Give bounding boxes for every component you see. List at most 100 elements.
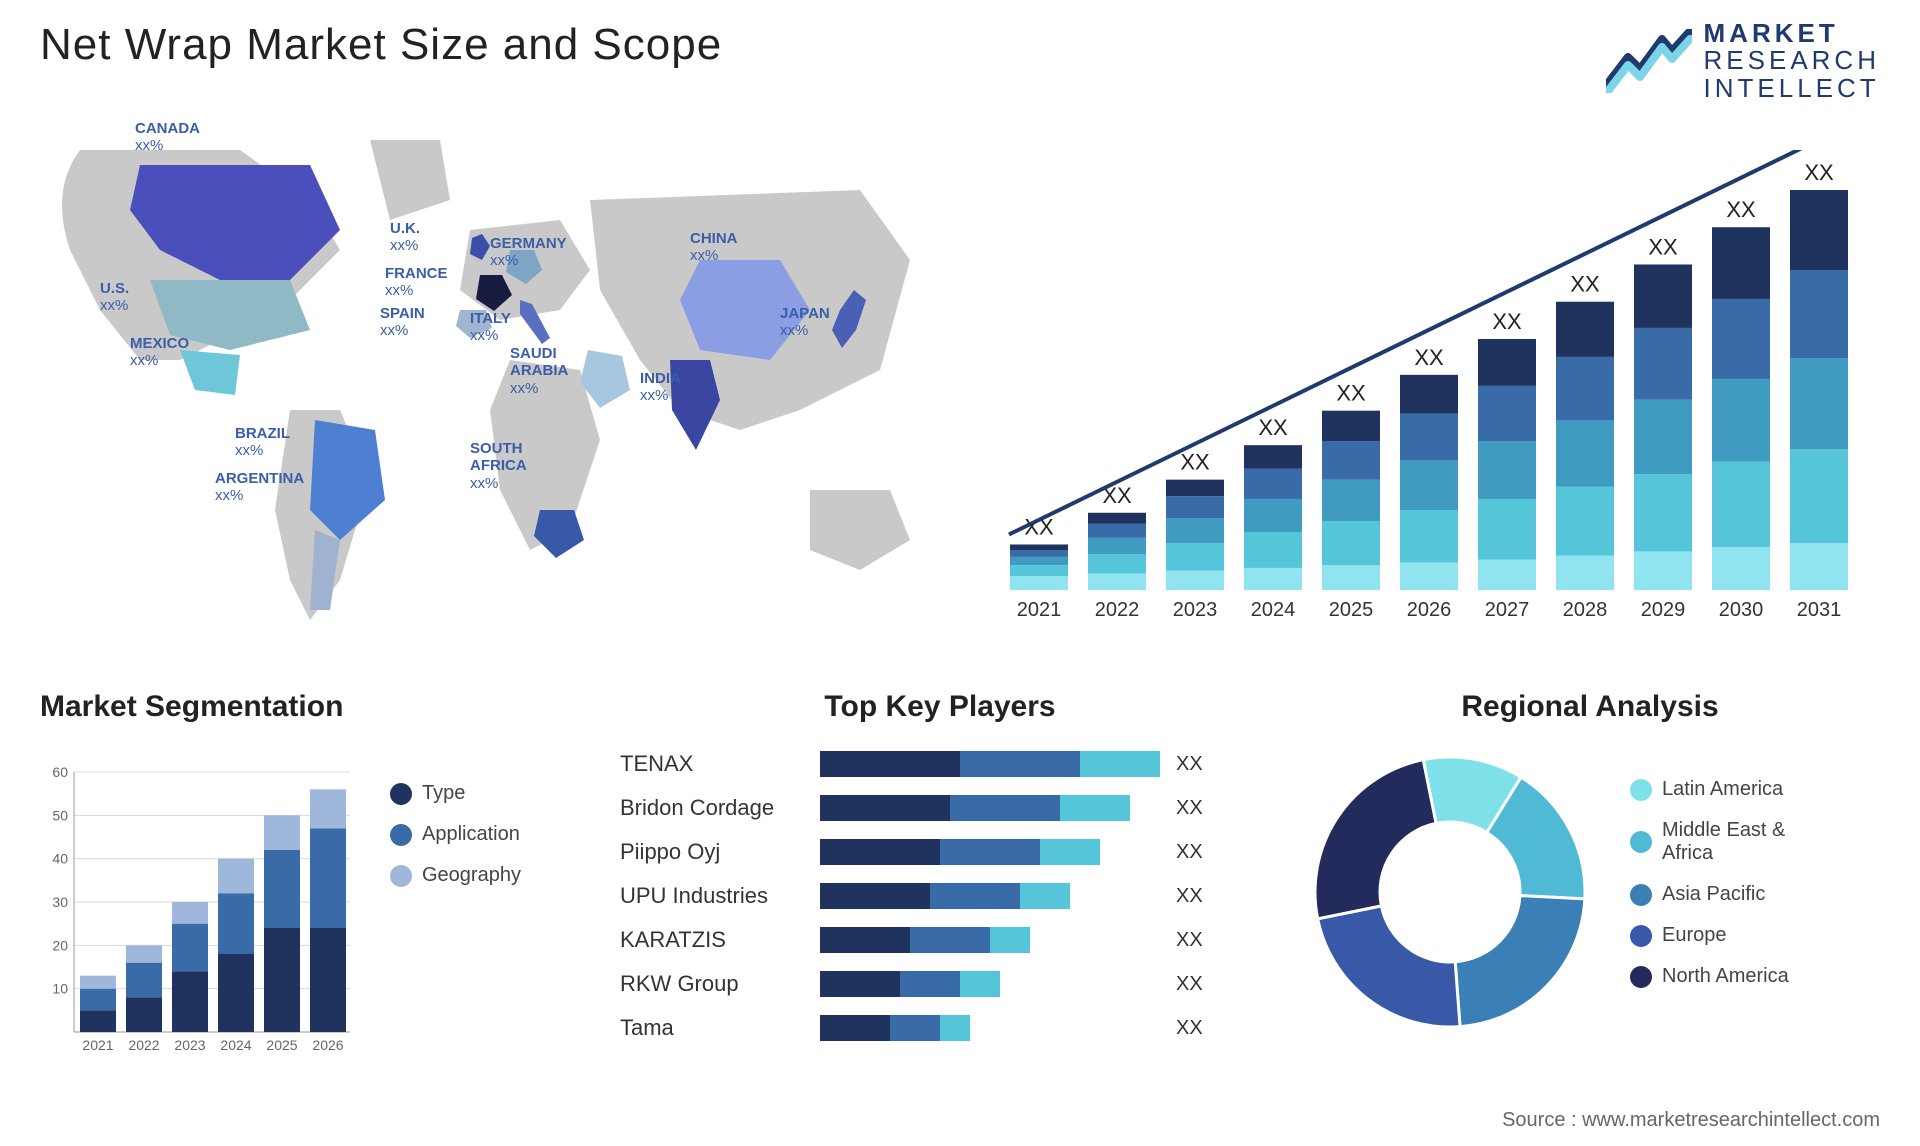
seg-bar-seg xyxy=(264,815,300,850)
seg-ytick: 50 xyxy=(52,807,68,823)
player-row: TENAX XX xyxy=(620,742,1260,786)
map-label: JAPANxx% xyxy=(780,305,830,340)
growth-bar-seg xyxy=(1790,358,1848,449)
growth-bar-seg xyxy=(1244,568,1302,590)
regional-legend-item: North America xyxy=(1630,965,1789,988)
player-name: Piippo Oyj xyxy=(620,839,820,865)
growth-bar-seg xyxy=(1244,445,1302,468)
seg-bar-seg xyxy=(264,928,300,1032)
regional-panel: Regional Analysis Latin AmericaMiddle Ea… xyxy=(1300,690,1880,1090)
growth-bar-seg xyxy=(1556,357,1614,420)
logo-text-3: INTELLECT xyxy=(1704,75,1880,102)
growth-bar-seg xyxy=(1400,510,1458,562)
growth-bar-seg xyxy=(1712,227,1770,299)
growth-year-label: 2025 xyxy=(1329,599,1374,620)
growth-bar-seg xyxy=(1790,543,1848,590)
map-label: U.S.xx% xyxy=(100,280,129,315)
player-name: UPU Industries xyxy=(620,883,820,909)
logo-text-2: RESEARCH xyxy=(1704,47,1880,74)
seg-bar-seg xyxy=(172,902,208,924)
legend-swatch-icon xyxy=(390,783,412,805)
player-row: UPU Industries XX xyxy=(620,874,1260,918)
growth-bar-seg xyxy=(1634,328,1692,400)
player-value: XX xyxy=(1176,753,1203,776)
legend-swatch-icon xyxy=(390,865,412,887)
seg-year-label: 2023 xyxy=(174,1037,205,1053)
map-label: ITALYxx% xyxy=(470,310,511,345)
seg-legend-item: Geography xyxy=(390,864,521,887)
legend-label: Latin America xyxy=(1662,778,1783,801)
brand-logo: MARKET RESEARCH INTELLECT xyxy=(1606,20,1880,102)
seg-bar-seg xyxy=(264,850,300,928)
growth-bar-seg xyxy=(1400,375,1458,414)
growth-year-label: 2028 xyxy=(1563,599,1608,620)
map-label: ARGENTINAxx% xyxy=(215,470,304,505)
growth-bar-seg xyxy=(1400,413,1458,460)
player-bar-seg xyxy=(1060,795,1130,821)
growth-bar-seg xyxy=(1166,518,1224,543)
page-title: Net Wrap Market Size and Scope xyxy=(40,20,722,70)
growth-bar-seg xyxy=(1322,521,1380,565)
growth-bar-seg xyxy=(1634,474,1692,551)
growth-year-label: 2023 xyxy=(1173,599,1218,620)
growth-bar-seg xyxy=(1244,532,1302,568)
donut-slice xyxy=(1315,760,1436,919)
player-bar xyxy=(820,839,1160,865)
growth-bar-label: XX xyxy=(1804,160,1834,185)
player-name: Bridon Cordage xyxy=(620,795,820,821)
growth-chart: XX2021XX2022XX2023XX2024XX2025XX2026XX20… xyxy=(1000,150,1870,620)
segmentation-chart: 102030405060202120222023202420252026 xyxy=(40,742,360,1062)
player-value: XX xyxy=(1176,797,1203,820)
seg-ytick: 30 xyxy=(52,894,68,910)
donut-slice xyxy=(1455,896,1585,1027)
player-name: TENAX xyxy=(620,751,820,777)
player-name: RKW Group xyxy=(620,971,820,997)
growth-year-label: 2029 xyxy=(1641,599,1686,620)
growth-bar-seg xyxy=(1556,556,1614,590)
legend-swatch-icon xyxy=(1630,925,1652,947)
growth-bar-seg xyxy=(1010,576,1068,590)
player-value: XX xyxy=(1176,1017,1203,1040)
growth-bar-seg xyxy=(1478,386,1536,441)
legend-swatch-icon xyxy=(1630,779,1652,801)
growth-bar-label: XX xyxy=(1570,272,1600,297)
player-name: KARATZIS xyxy=(620,927,820,953)
seg-bar-seg xyxy=(172,924,208,972)
legend-swatch-icon xyxy=(1630,884,1652,906)
player-bar xyxy=(820,1015,1160,1041)
player-bar-seg xyxy=(910,927,990,953)
seg-ytick: 20 xyxy=(52,937,68,953)
growth-year-label: 2027 xyxy=(1485,599,1530,620)
seg-bar-seg xyxy=(218,859,254,894)
growth-bar-seg xyxy=(1088,554,1146,573)
player-value: XX xyxy=(1176,929,1203,952)
growth-bar-seg xyxy=(1400,562,1458,590)
player-bar-seg xyxy=(820,971,900,997)
map-safrica xyxy=(534,510,584,558)
growth-bar-seg xyxy=(1010,565,1068,576)
growth-bar-seg xyxy=(1556,302,1614,357)
map-label: FRANCExx% xyxy=(385,265,448,300)
player-row: TamaXX xyxy=(620,1006,1260,1050)
growth-bar-seg xyxy=(1010,557,1068,565)
growth-bar-seg xyxy=(1010,550,1068,557)
growth-bar-label: XX xyxy=(1414,345,1444,370)
growth-year-label: 2031 xyxy=(1797,599,1842,620)
player-bar-seg xyxy=(820,927,910,953)
map-label: MEXICOxx% xyxy=(130,335,189,370)
seg-year-label: 2025 xyxy=(266,1037,297,1053)
growth-bar-seg xyxy=(1556,420,1614,486)
world-map-panel: CANADAxx%U.S.xx%MEXICOxx%BRAZILxx%ARGENT… xyxy=(40,110,940,650)
legend-label: Europe xyxy=(1662,924,1727,947)
growth-bar-seg xyxy=(1244,499,1302,532)
player-bar xyxy=(820,971,1160,997)
regional-donut xyxy=(1300,742,1600,1042)
growth-bar-seg xyxy=(1088,513,1146,524)
segmentation-panel: Market Segmentation 10203040506020212022… xyxy=(40,690,600,1090)
growth-bar-seg xyxy=(1088,538,1146,555)
seg-bar-seg xyxy=(126,963,162,998)
player-value: XX xyxy=(1176,885,1203,908)
seg-bar-seg xyxy=(310,928,346,1032)
growth-bar-seg xyxy=(1478,560,1536,590)
legend-label: Application xyxy=(422,823,520,846)
